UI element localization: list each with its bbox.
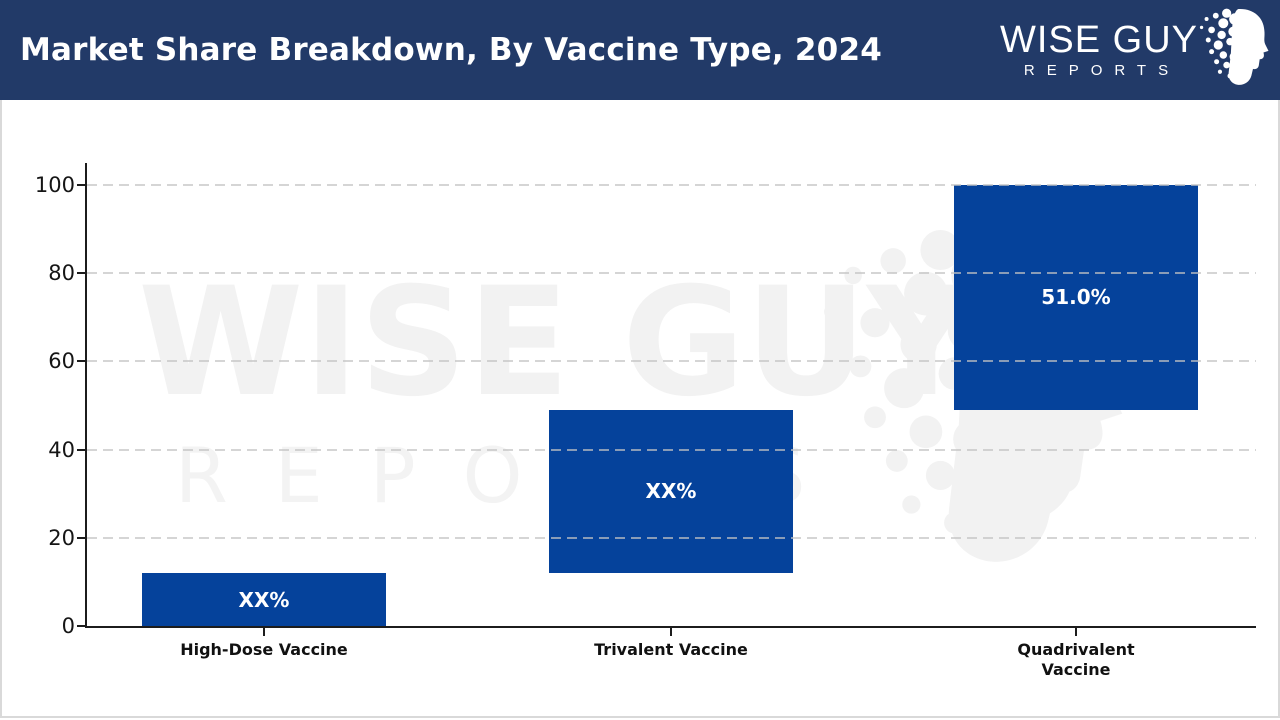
header: Market Share Breakdown, By Vaccine Type,… <box>0 0 1280 100</box>
bar-value-label: XX% <box>645 479 697 504</box>
x-tick <box>670 628 672 636</box>
x-tick-label: High-Dose Vaccine <box>180 640 348 659</box>
y-tick-label: 60 <box>48 349 75 374</box>
logo-subtext: REPORTS <box>1023 62 1181 80</box>
x-tick <box>1075 628 1077 636</box>
gridline <box>87 448 1256 451</box>
wiseguy-logo-text: WISE GUY REPORTS <box>999 18 1198 80</box>
y-tick-label: 100 <box>34 173 75 197</box>
y-tick-label: 80 <box>48 261 75 286</box>
bar-segment <box>142 573 386 626</box>
bar-value-label: 51.0% <box>1041 285 1111 310</box>
y-tick <box>77 184 86 186</box>
wiseguy-logo: WISE GUY REPORTS <box>1000 2 1276 98</box>
y-tick <box>77 536 86 539</box>
y-tick <box>77 448 86 451</box>
logo-wordmark: WISE GUY <box>999 18 1198 61</box>
bar-segment <box>549 409 793 574</box>
gridline <box>87 360 1256 363</box>
gridline <box>87 184 1256 186</box>
y-tick <box>77 360 86 363</box>
x-tick-label: Quadrivalent Vaccine <box>1017 640 1135 679</box>
y-tick-label: 0 <box>61 614 75 638</box>
y-tick <box>77 625 86 627</box>
y-tick <box>77 272 86 275</box>
bar-value-label: XX% <box>238 587 290 612</box>
gridline <box>87 272 1256 275</box>
x-tick <box>263 628 265 636</box>
y-axis <box>85 163 87 628</box>
x-tick-label: Trivalent Vaccine <box>594 640 748 659</box>
y-tick-label: 40 <box>48 437 75 462</box>
wiseguy-face-icon <box>1199 8 1269 85</box>
gridline <box>87 536 1256 539</box>
page-title: Market Share Breakdown, By Vaccine Type,… <box>20 32 882 68</box>
x-axis <box>85 626 1256 628</box>
y-tick-label: 20 <box>48 525 75 550</box>
